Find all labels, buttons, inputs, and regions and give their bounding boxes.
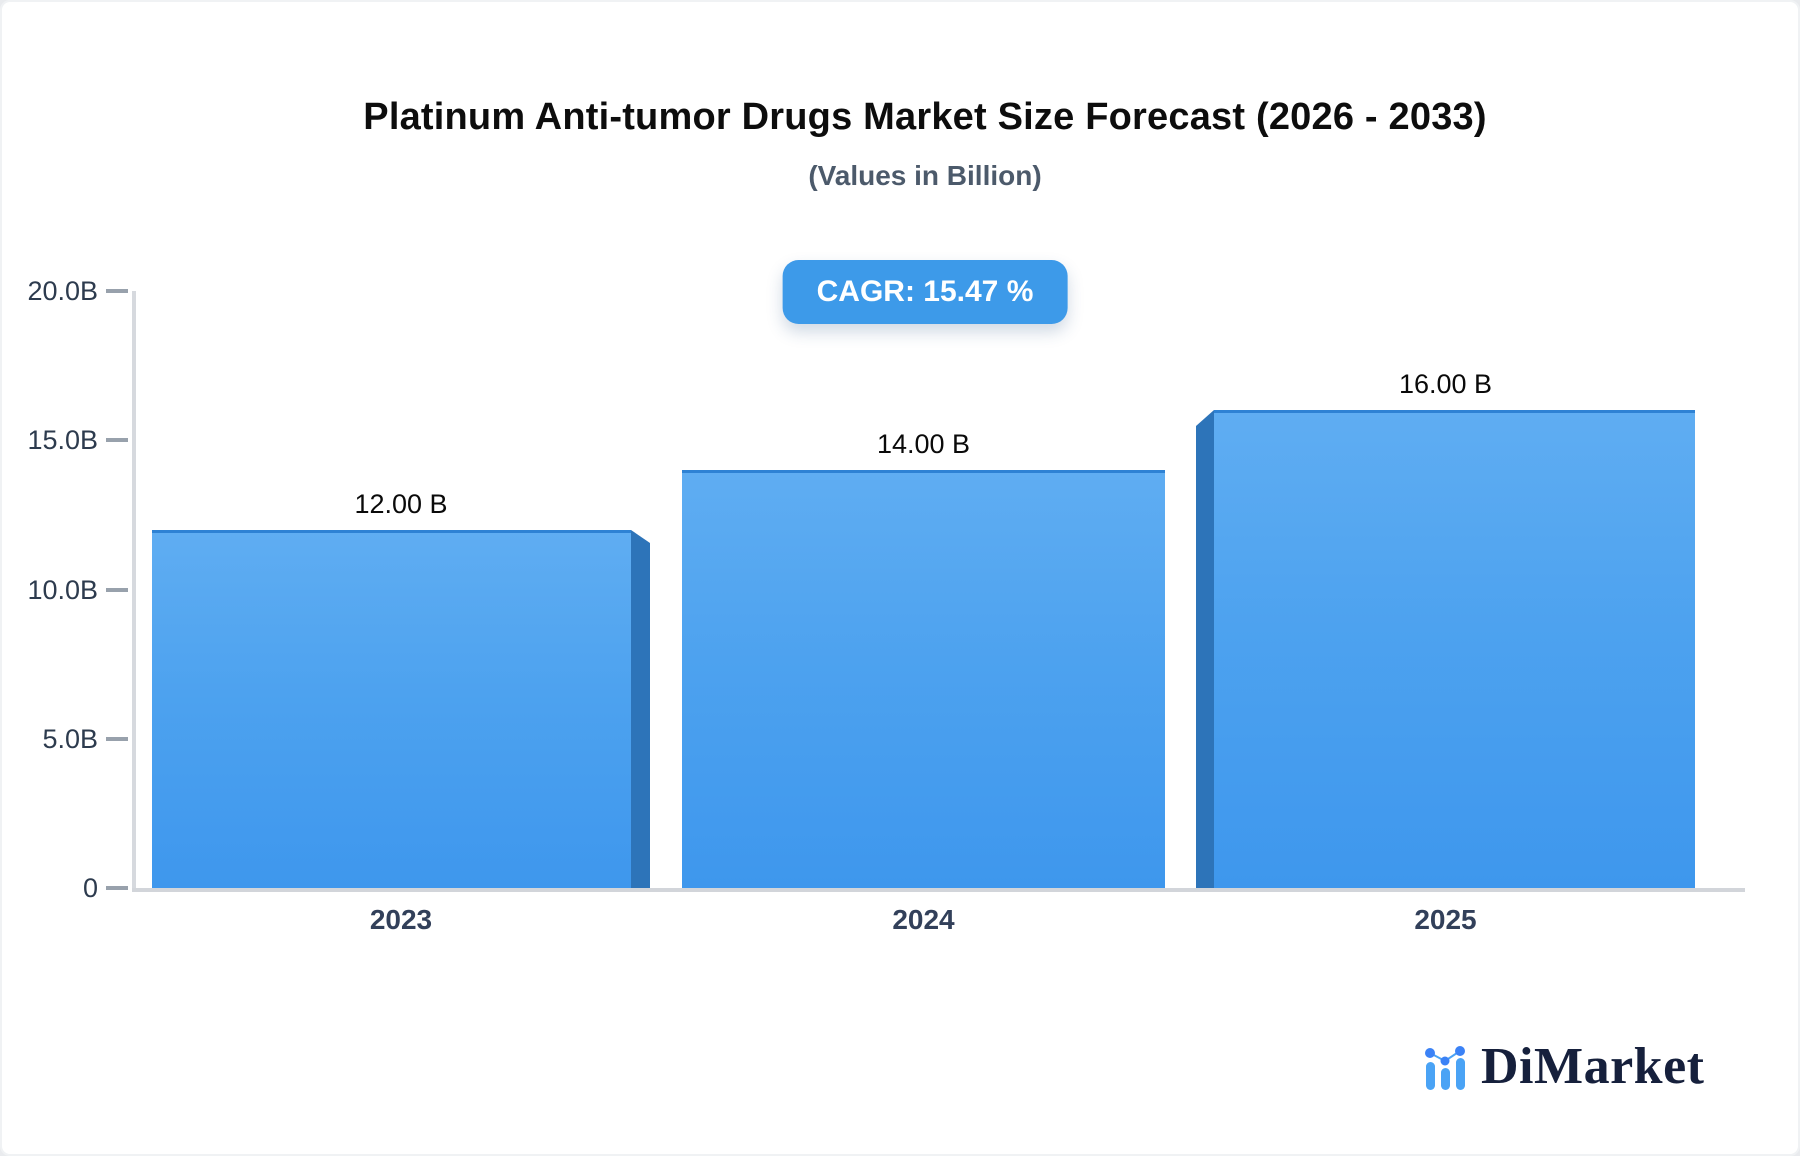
x-category-label: 2023 (369, 904, 433, 935)
y-tick-mark (106, 886, 128, 890)
y-axis-line (132, 291, 136, 892)
y-tick-label: 0 (82, 873, 98, 903)
bar-side-face (631, 530, 650, 888)
bar-2023 (152, 530, 631, 888)
x-category-label: 2024 (892, 904, 955, 935)
chart-subtitle: (Values in Billion) (808, 160, 1042, 191)
y-tick-mark (106, 289, 128, 293)
y-tick-label: 10.0B (27, 574, 98, 605)
bar-2025 (1214, 410, 1695, 888)
brand-logo: DiMarket (1424, 1038, 1705, 1095)
bar-value-label: 12.00 B (354, 489, 448, 519)
y-tick-mark (106, 587, 128, 592)
bar-value-label: 16.00 B (1398, 369, 1493, 399)
mini-bar-chart-with-dots-icon (1425, 1046, 1465, 1090)
y-tick-label: 15.0B (27, 425, 98, 456)
bar-side-face (1196, 410, 1214, 888)
y-tick-label: 20.0B (27, 276, 98, 306)
cagr-badge: CAGR: 15.47 % (782, 260, 1068, 324)
chart-title: Platinum Anti-tumor Drugs Market Size Fo… (363, 96, 1487, 138)
brand-name: DiMarket (1481, 1038, 1705, 1095)
y-tick-label: 5.0B (42, 723, 98, 754)
x-axis-line (132, 888, 1745, 892)
y-tick-mark (106, 736, 128, 741)
x-category-label: 2025 (1414, 904, 1477, 935)
bar-value-label: 14.00 B (876, 429, 971, 459)
y-tick-mark (106, 438, 128, 443)
bar-2024 (682, 470, 1165, 888)
